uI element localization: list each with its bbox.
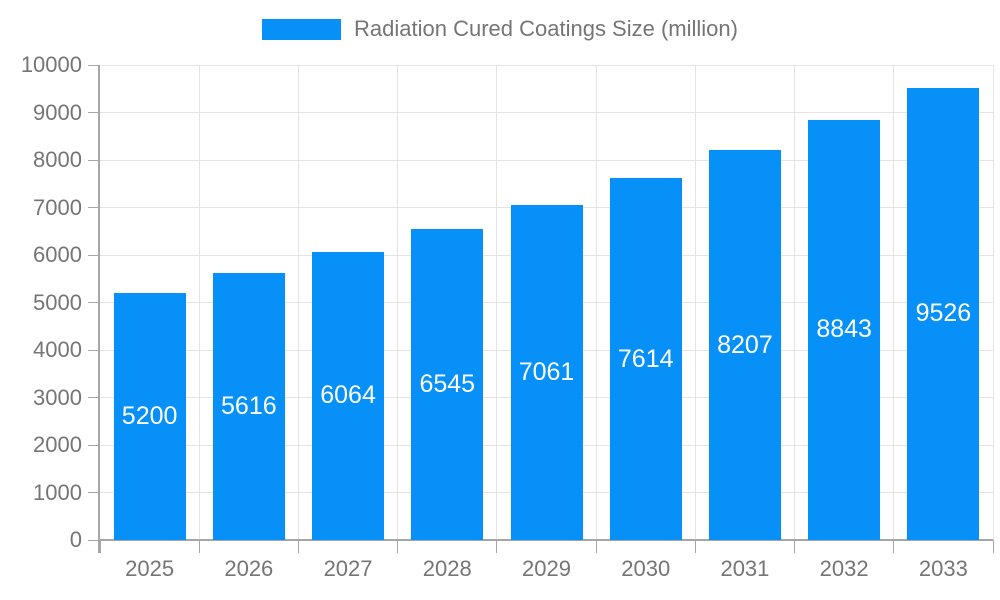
y-axis-label: 3000: [33, 384, 82, 410]
x-axis-tick: [694, 540, 696, 553]
x-gridline: [297, 65, 299, 540]
x-axis-tick: [297, 540, 299, 553]
bar-value-label: 6064: [320, 381, 376, 410]
x-gridline: [992, 65, 994, 540]
bar-2027[interactable]: 6064: [312, 251, 385, 540]
y-axis-label: 2000: [33, 432, 82, 457]
y-axis-label: 8000: [33, 147, 82, 172]
y-axis-tick: [88, 444, 100, 446]
y-gridline: [100, 159, 993, 161]
x-axis-tick: [99, 540, 101, 553]
y-axis-tick: [88, 112, 100, 113]
y-axis-line: [98, 65, 100, 553]
x-gridline: [694, 65, 696, 540]
bar-value-label: 9526: [915, 299, 972, 328]
y-axis-tick: [88, 539, 100, 541]
bar-value-label: 7614: [617, 344, 674, 373]
x-gridline: [595, 65, 597, 540]
x-axis-label-2029: 2029: [522, 556, 571, 581]
x-axis-label-2025: 2025: [125, 556, 175, 581]
y-axis-tick: [88, 492, 100, 493]
y-gridline: [100, 112, 993, 113]
y-axis-label: 7000: [33, 194, 82, 220]
x-axis-label-2031: 2031: [720, 556, 770, 581]
bar-2033[interactable]: 9526: [907, 87, 980, 540]
x-axis-tick: [198, 540, 200, 553]
legend-label: Radiation Cured Coatings Size (million): [354, 16, 738, 41]
x-axis-label-2028: 2028: [422, 556, 472, 581]
y-axis-label: 6000: [33, 242, 82, 267]
y-axis-tick: [88, 254, 100, 256]
bar-2026[interactable]: 5616: [212, 273, 285, 540]
bar-value-label: 8207: [717, 330, 773, 359]
x-axis-label-2033: 2033: [918, 556, 968, 581]
bar-value-label: 7061: [518, 357, 575, 386]
x-gridline: [397, 65, 399, 540]
x-axis-tick: [992, 540, 994, 553]
x-gridline: [794, 65, 796, 540]
y-axis-tick: [88, 159, 100, 161]
bar-2031[interactable]: 8207: [708, 150, 781, 540]
bar-2032[interactable]: 8843: [808, 119, 881, 540]
x-gridline: [198, 65, 200, 540]
bar-2030[interactable]: 7614: [609, 178, 682, 540]
bar-value-label: 5616: [221, 392, 277, 421]
x-gridline: [496, 65, 498, 540]
x-axis-label-2027: 2027: [323, 556, 373, 581]
y-axis-tick: [88, 302, 100, 303]
x-axis-line: [100, 539, 993, 541]
x-axis-tick: [496, 540, 498, 553]
x-axis-label-2030: 2030: [621, 556, 671, 581]
x-axis-tick: [893, 540, 895, 553]
bar-2025[interactable]: 5200: [113, 293, 186, 540]
x-axis-tick: [794, 540, 796, 553]
x-axis-label-2026: 2026: [224, 556, 274, 581]
bar-value-label: 5200: [121, 402, 178, 430]
y-axis-tick: [88, 349, 100, 351]
bar-2028[interactable]: 6545: [411, 229, 484, 540]
y-gridline: [100, 64, 993, 66]
y-axis-label: 10000: [20, 52, 82, 77]
y-axis-label: 5000: [33, 289, 82, 315]
x-axis-label-2032: 2032: [819, 556, 869, 581]
y-axis-label: 9000: [33, 99, 82, 125]
y-axis-tick: [88, 397, 100, 398]
y-axis-label: 4000: [33, 337, 82, 362]
x-gridline: [893, 65, 895, 540]
chart-legend[interactable]: Radiation Cured Coatings Size (million): [0, 16, 1000, 42]
bar-value-label: 8843: [816, 315, 872, 344]
bar-value-label: 6545: [419, 370, 476, 399]
y-axis-tick: [88, 207, 100, 208]
y-axis-tick: [88, 64, 100, 66]
y-axis-label: 0: [69, 527, 82, 552]
x-axis-tick: [595, 540, 597, 553]
y-axis-label: 1000: [33, 479, 82, 505]
bar-2029[interactable]: 7061: [510, 204, 583, 540]
legend-swatch: [262, 18, 342, 40]
x-axis-tick: [397, 540, 399, 553]
